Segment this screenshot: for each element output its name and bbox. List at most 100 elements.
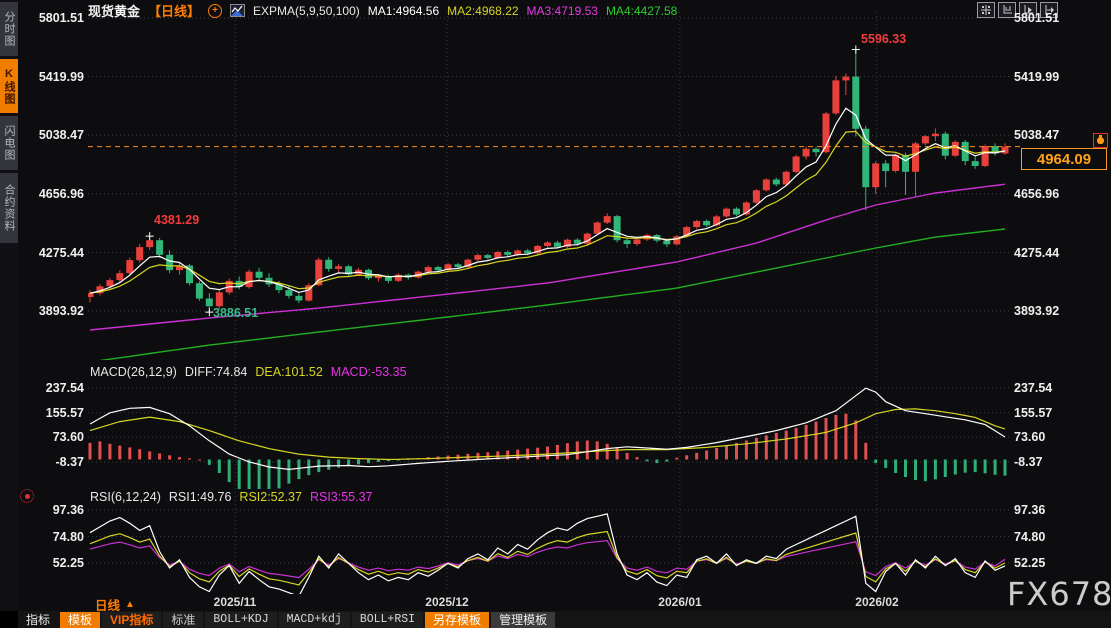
candle (981, 146, 989, 166)
sidebar-item-time-chart[interactable]: 分时图 (0, 2, 18, 56)
dea-line (89, 408, 1006, 461)
rsi-header[interactable]: RSI(6,12,24) RSI1:49.76 RSI2:52.37 RSI3:… (90, 490, 373, 504)
ma3-line (89, 183, 1006, 331)
candle (176, 265, 183, 271)
tab-vip-indicators[interactable]: VIP指标 (102, 611, 162, 628)
candle (514, 250, 522, 255)
ma3-value-label: MA3:4719.53 (526, 3, 598, 18)
tab-standard[interactable]: 标准 (163, 611, 204, 628)
candle (832, 80, 840, 114)
zoom-axis-icon[interactable] (998, 2, 1016, 18)
candle (623, 240, 631, 244)
tab-save-template[interactable]: 另存模板 (425, 611, 490, 628)
indicator-name-label: EXPMA(5,9,50,100) (253, 3, 360, 18)
candle (673, 236, 681, 245)
candle (902, 154, 909, 172)
swing-low-annotation: 3886.51 (213, 306, 259, 320)
extreme-markers (145, 45, 860, 317)
ma2-line (89, 130, 1006, 294)
candle (215, 292, 223, 307)
pan-right-icon[interactable] (1040, 2, 1058, 18)
rsi-axis-label: 74.80 (52, 530, 84, 544)
candle (156, 240, 164, 255)
price-axis-label: 5801.51 (38, 11, 84, 25)
candle (126, 260, 134, 274)
candle (991, 146, 999, 154)
candle (882, 163, 890, 172)
candle (424, 267, 432, 272)
candle (534, 245, 542, 254)
macd-axis-label: 237.54 (1014, 381, 1053, 395)
candle (116, 273, 124, 281)
candle (573, 239, 581, 244)
x-axis-label: 2025/11 (213, 595, 257, 609)
candle (255, 271, 263, 278)
price-axis-label: 4656.96 (1014, 187, 1060, 201)
candle (384, 276, 392, 281)
price-axis-label: 5038.47 (1014, 128, 1060, 142)
add-overlay-icon[interactable] (208, 3, 223, 18)
tab-manage-template[interactable]: 管理模板 (491, 611, 556, 628)
candle (603, 216, 611, 223)
x-axis-label: 2026/01 (658, 595, 702, 609)
candle (444, 264, 452, 271)
candle (96, 286, 104, 294)
tab-boll-rsi[interactable]: BOLL+RSI (351, 611, 424, 628)
candle (723, 208, 730, 217)
x-axis-label: 2026/02 (855, 595, 899, 609)
tab-boll-kdj[interactable]: BOLL+KDJ (205, 611, 277, 628)
candle (941, 133, 949, 156)
ma-lines-layer (89, 107, 1006, 360)
candle (394, 274, 402, 281)
candle (454, 264, 462, 268)
candle (524, 250, 532, 254)
candle (374, 276, 382, 279)
peak-high-annotation: 5596.33 (861, 32, 907, 46)
sidebar-item-contract-info[interactable]: 合约资料 (0, 173, 18, 243)
tab-templates[interactable]: 模板 (60, 611, 101, 628)
candle (345, 266, 353, 275)
candle (106, 280, 114, 287)
candle (782, 171, 790, 185)
macd-axis-label: 155.57 (1014, 406, 1053, 420)
candle (792, 156, 800, 172)
candle (195, 283, 203, 299)
candle (474, 255, 482, 260)
macd-dea-label: DEA:101.52 (255, 365, 323, 379)
sidebar-item-kline-chart[interactable]: K线图 (0, 59, 18, 113)
scale-axis-icon[interactable] (1019, 2, 1037, 18)
tab-indicators[interactable]: 指标 (26, 612, 51, 627)
tab-macd-kdj[interactable]: MACD+kdj (278, 611, 350, 628)
macd-layer (88, 387, 1007, 489)
candle (733, 208, 740, 215)
period-tag[interactable]: 【日线】 (148, 4, 201, 19)
sidebar-item-lightning-chart[interactable]: 闪电图 (0, 116, 18, 170)
candle (802, 148, 810, 157)
record-dot-icon (20, 489, 34, 503)
chart-header: 现货黄金 【日线】 EXPMA(5,9,50,100) MA1:4964.56 … (88, 2, 677, 19)
chart-tools (977, 2, 1058, 18)
candle (484, 255, 492, 258)
candle (434, 267, 442, 271)
period-selector[interactable]: 日线 (95, 595, 135, 614)
chart-style-icon[interactable] (230, 4, 246, 17)
last-price-tag: 4964.09 (1021, 148, 1107, 170)
candles-layer[interactable] (87, 49, 1009, 313)
period-label: 日线 (95, 599, 121, 613)
candle (295, 295, 303, 301)
macd-header[interactable]: MACD(26,12,9) DIFF:74.84 DEA:101.52 MACD… (90, 365, 407, 379)
symbol-name: 现货黄金 (88, 4, 141, 19)
x-axis-label: 2025/12 (425, 595, 469, 609)
ma2-value-label: MA2:4968.22 (447, 3, 519, 18)
rsi-axis-label: 97.36 (1014, 503, 1046, 517)
rsi-axis-label: 52.25 (52, 556, 84, 570)
candle (563, 239, 571, 247)
crosshair-tool-icon[interactable] (977, 2, 995, 18)
price-alert-icon[interactable] (1093, 133, 1108, 148)
candle (663, 240, 671, 245)
candle (335, 266, 343, 269)
macd-axis-label: 73.60 (1014, 430, 1046, 444)
candle (912, 143, 919, 172)
